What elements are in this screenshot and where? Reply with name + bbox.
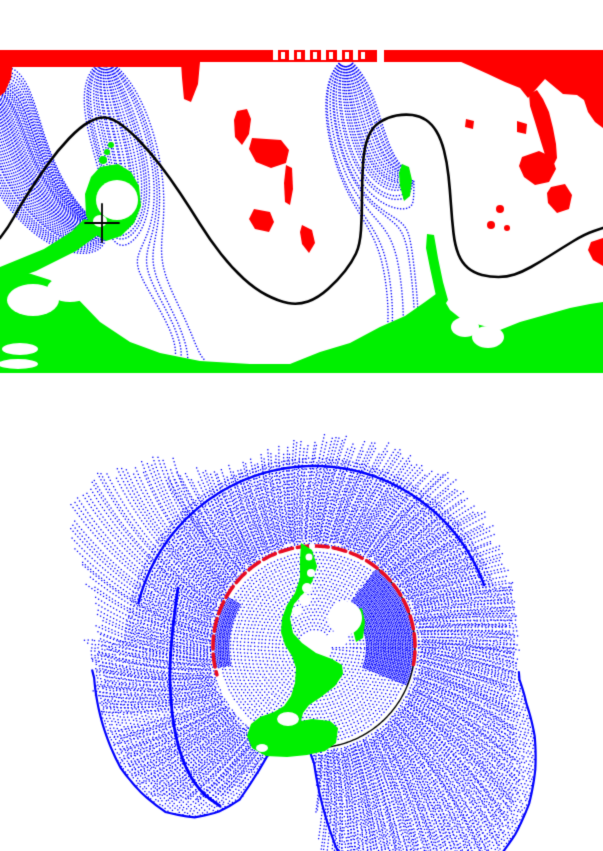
field-line-figure-canvas: [0, 0, 603, 851]
figure: [0, 0, 603, 851]
